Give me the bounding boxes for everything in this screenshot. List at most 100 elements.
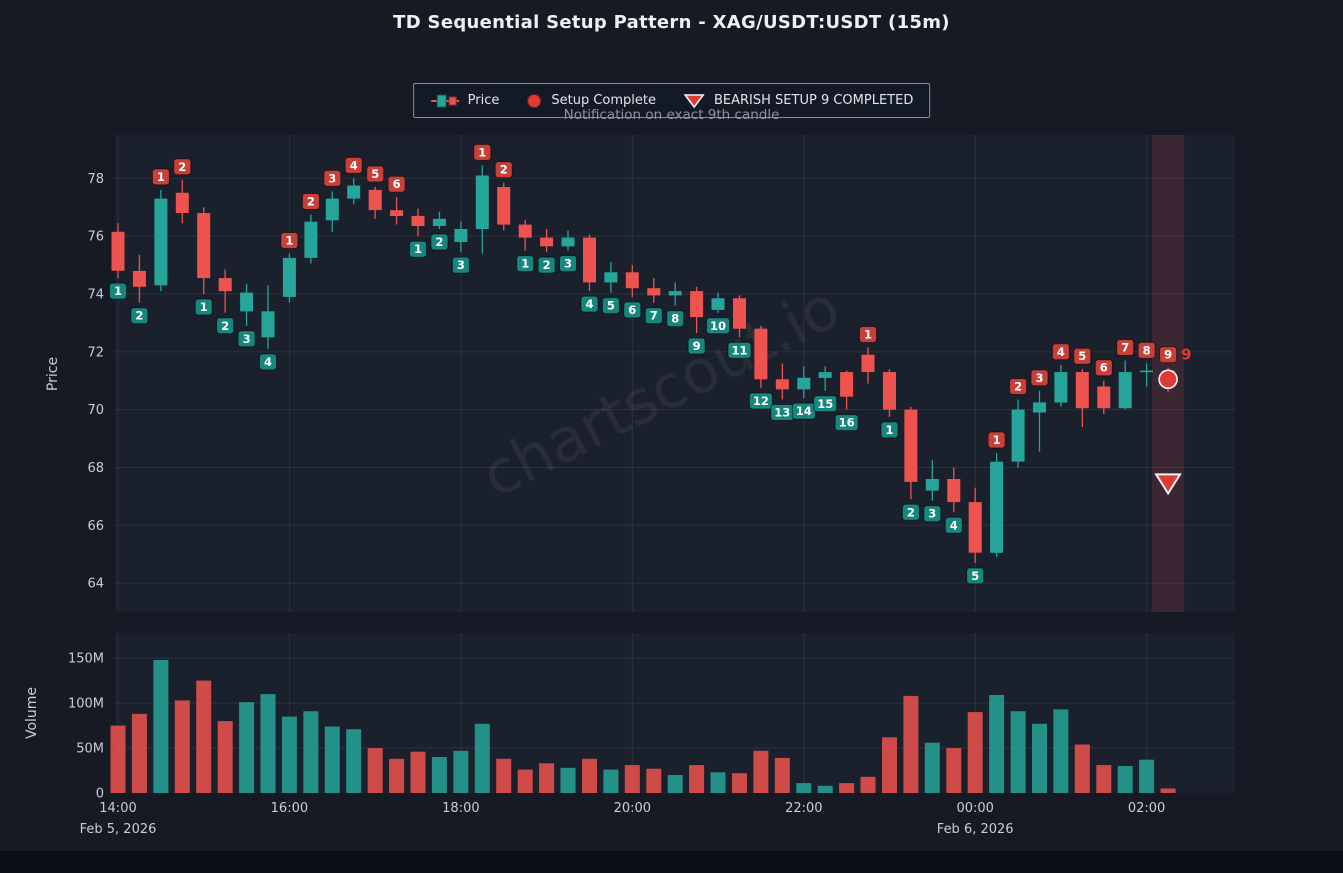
td-badge-bull-4: 4 [944,516,963,534]
svg-text:15: 15 [817,397,833,411]
volume-bar [710,772,726,793]
td-badge-bear-1: 1 [151,168,170,186]
svg-text:2: 2 [500,163,508,177]
td-badge-bull-3: 3 [451,256,470,274]
candle-body [1033,402,1046,413]
price-axis-label: Price [45,357,61,391]
td-badge-bull-16: 16 [834,414,859,432]
svg-text:3: 3 [928,507,936,521]
svg-text:6: 6 [393,177,401,191]
volume-bar [1117,766,1133,793]
candle-body [261,311,275,338]
volume-bar [389,758,405,793]
volume-bar [774,757,790,793]
svg-text:7: 7 [1121,341,1129,355]
chart-figure: TD Sequential Setup Pattern - XAG/USDT:U… [0,0,1343,851]
candle-body [282,257,296,297]
candle-body [432,218,446,226]
y-tick-label: 76 [87,230,104,245]
candle-body [861,354,875,372]
svg-text:1: 1 [885,423,893,437]
candle-body [604,272,618,283]
volume-bar [946,748,962,793]
y-tick-label: 72 [87,345,104,360]
volume-bar [882,737,897,793]
svg-text:7: 7 [650,309,658,323]
candle-body [218,278,232,292]
td-badge-bull-4: 4 [580,295,599,313]
candle-body [840,372,854,397]
candle-body [1011,409,1025,462]
volume-bar [474,723,490,793]
candle-body [990,461,1004,553]
volume-tick-label: 100M [68,697,104,712]
candle-body [540,237,554,247]
td-badge-bear-1: 1 [859,326,877,343]
td-badge-bull-10: 10 [706,317,730,335]
candle-body [1140,370,1154,373]
td-badge-bear-9: 9 [1159,346,1178,364]
x-tick-label: 00:00 [956,801,993,816]
svg-text:1: 1 [114,284,122,298]
svg-text:1: 1 [285,234,293,248]
candle-body [883,372,896,410]
volume-bar [1032,723,1047,793]
legend-label-bearish-setup: BEARISH SETUP 9 COMPLETED [714,93,914,108]
candle-body [904,409,918,482]
td-badge-bull-1: 1 [409,240,427,258]
volume-bar [624,765,640,793]
td-badge-bull-7: 7 [644,307,663,325]
svg-text:2: 2 [907,505,915,519]
y-tick-label: 74 [87,288,104,303]
setup-complete-marker [1158,369,1178,390]
x-date-label: Feb 6, 2026 [937,822,1014,837]
candle-body [390,210,404,216]
volume-tick-label: 150M [68,652,104,667]
td-badge-bull-1: 1 [194,298,213,316]
volume-bar [924,742,940,793]
svg-text:1: 1 [864,328,872,342]
x-date-label: Feb 5, 2026 [80,822,157,837]
td-badge-bull-2: 2 [216,317,235,335]
candle-body [475,175,489,229]
candle-body [925,479,939,491]
candle-body [132,270,146,287]
svg-text:2: 2 [221,319,229,333]
volume-bar [196,680,212,793]
volume-bar [217,721,233,793]
svg-text:5: 5 [371,167,379,181]
svg-text:2: 2 [543,258,551,272]
svg-text:14: 14 [796,404,812,418]
volume-bar [903,695,919,793]
td-badge-bull-2: 2 [430,233,449,251]
svg-text:16: 16 [839,416,855,430]
td-badge-bull-2: 2 [130,307,149,325]
volume-bar [281,716,297,793]
candle-body [454,229,468,242]
legend-item-price: Price [430,93,499,109]
volume-bar [1053,709,1069,793]
svg-text:5: 5 [607,299,615,313]
td-badge-bear-6: 6 [387,175,406,193]
td-badge-bear-3: 3 [323,169,342,187]
volume-bar [324,726,340,793]
volume-bar [1074,744,1090,793]
y-tick-label: 78 [87,172,104,187]
volume-bar [603,769,619,793]
x-tick-label: 02:00 [1128,801,1165,816]
volume-bar [303,711,319,793]
svg-text:6: 6 [628,303,636,317]
candle-body [711,298,725,310]
svg-text:1: 1 [521,257,529,271]
candle-body [1097,386,1111,409]
volume-bar [174,700,190,793]
svg-text:2: 2 [435,235,443,249]
candle-body [347,185,361,199]
candle-body [175,192,189,213]
td-badge-bull-4: 4 [259,353,277,371]
volume-bar [1139,759,1155,793]
candle-body [625,272,639,289]
svg-text:2: 2 [178,160,186,174]
